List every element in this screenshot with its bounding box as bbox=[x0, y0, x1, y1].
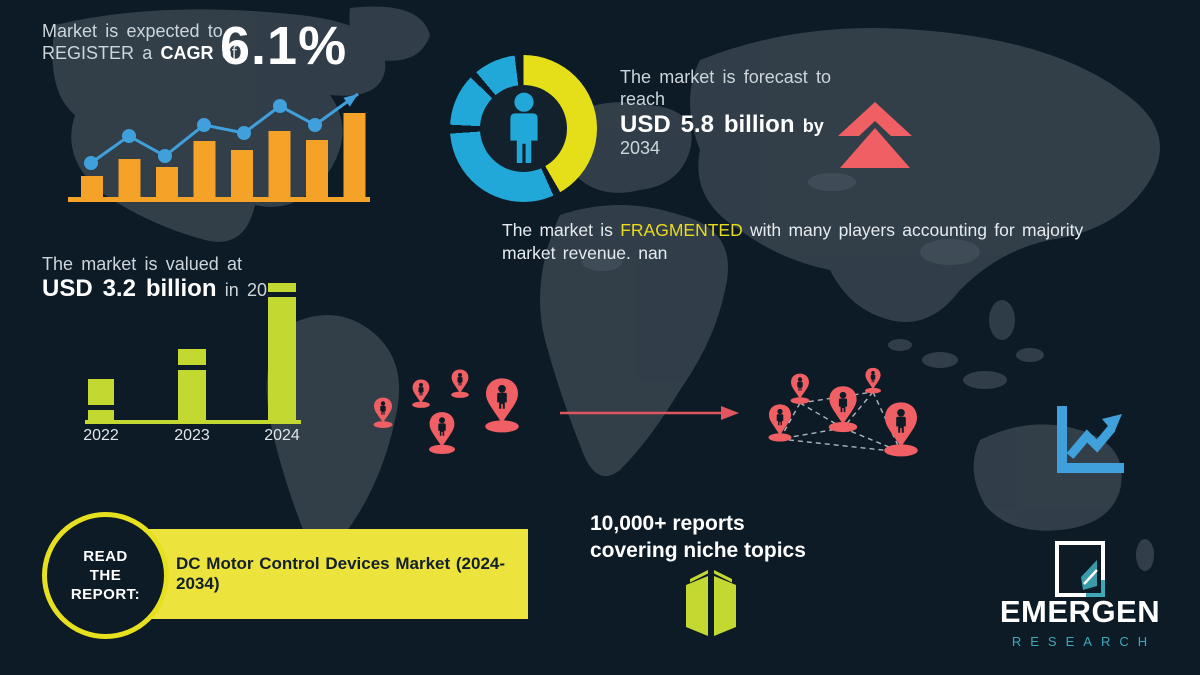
forecast-value: USD 5.8 billion bbox=[620, 111, 795, 138]
cagr-line2: REGISTER a CAGR of bbox=[42, 43, 237, 63]
bar-stripe bbox=[178, 365, 206, 370]
cagr-headline: Market is expected to REGISTER a CAGR of bbox=[42, 20, 237, 64]
open-book-icon bbox=[686, 570, 736, 636]
emergen-logo-square-icon bbox=[1055, 541, 1105, 597]
forecast-block: The market is forecast to reach USD 5.8 … bbox=[620, 66, 860, 159]
read-the-report-label: READ THE REPORT: bbox=[70, 548, 141, 603]
person-icon bbox=[509, 92, 538, 163]
logo-name: EMERGEN bbox=[999, 594, 1161, 629]
cagr-line1: Market is expected to bbox=[42, 21, 223, 41]
market-share-donut-chart bbox=[450, 55, 597, 202]
report-title: DC Motor Control Devices Market (2024-20… bbox=[176, 554, 506, 593]
trend-line-arrow-icon bbox=[68, 92, 370, 202]
report-title-banner[interactable]: DC Motor Control Devices Market (2024-20… bbox=[140, 529, 528, 619]
bar-stripe bbox=[88, 405, 114, 410]
valuation-bar-2023 bbox=[178, 349, 206, 420]
logo-subtitle: RESEARCH bbox=[1011, 634, 1157, 649]
valuation-axis bbox=[85, 420, 301, 424]
forecast-line2: reach bbox=[620, 89, 666, 109]
reports-count: 10,000+ reports bbox=[590, 512, 745, 535]
reports-tagline: covering niche topics bbox=[590, 539, 806, 562]
valuation-year-label: 2024 bbox=[264, 427, 300, 444]
fragmented-statement: The market is FRAGMENTED with many playe… bbox=[502, 220, 1084, 263]
reports-promo: 10,000+ reports covering niche topics bbox=[590, 510, 806, 564]
connected-pins-network-icon bbox=[768, 367, 918, 457]
cagr-acronym: CAGR bbox=[160, 43, 214, 63]
valuation-bar-2024 bbox=[268, 283, 296, 420]
line-chart-icon bbox=[1057, 406, 1124, 473]
location-pins-cluster-icon bbox=[373, 369, 519, 455]
donut-hole bbox=[480, 85, 567, 172]
emergen-research-logo: EMERGEN RESEARCH bbox=[1000, 540, 1160, 649]
read-the-report-button[interactable]: READ THE REPORT: bbox=[42, 512, 169, 639]
cagr-value: 6.1% bbox=[220, 16, 348, 76]
valuation-value: USD 3.2 billion bbox=[42, 275, 217, 302]
valuation-bar-chart: 2022 2023 2024 bbox=[83, 283, 301, 445]
double-chevron-up-icon bbox=[838, 102, 912, 168]
valuation-year-label: 2023 bbox=[174, 427, 210, 444]
valuation-line1: The market is valued at bbox=[42, 254, 243, 274]
forecast-year: 2034 bbox=[620, 138, 661, 158]
right-arrow-icon bbox=[560, 406, 739, 420]
forecast-line1: The market is forecast to bbox=[620, 67, 832, 87]
bar-stripe bbox=[268, 292, 296, 297]
valuation-bar-2022 bbox=[88, 379, 114, 420]
fragmented-keyword: FRAGMENTED bbox=[620, 220, 743, 240]
cagr-growth-chart bbox=[66, 86, 378, 208]
valuation-year-label: 2022 bbox=[83, 427, 119, 444]
forecast-value-line: USD 5.8 billion by bbox=[620, 111, 824, 138]
